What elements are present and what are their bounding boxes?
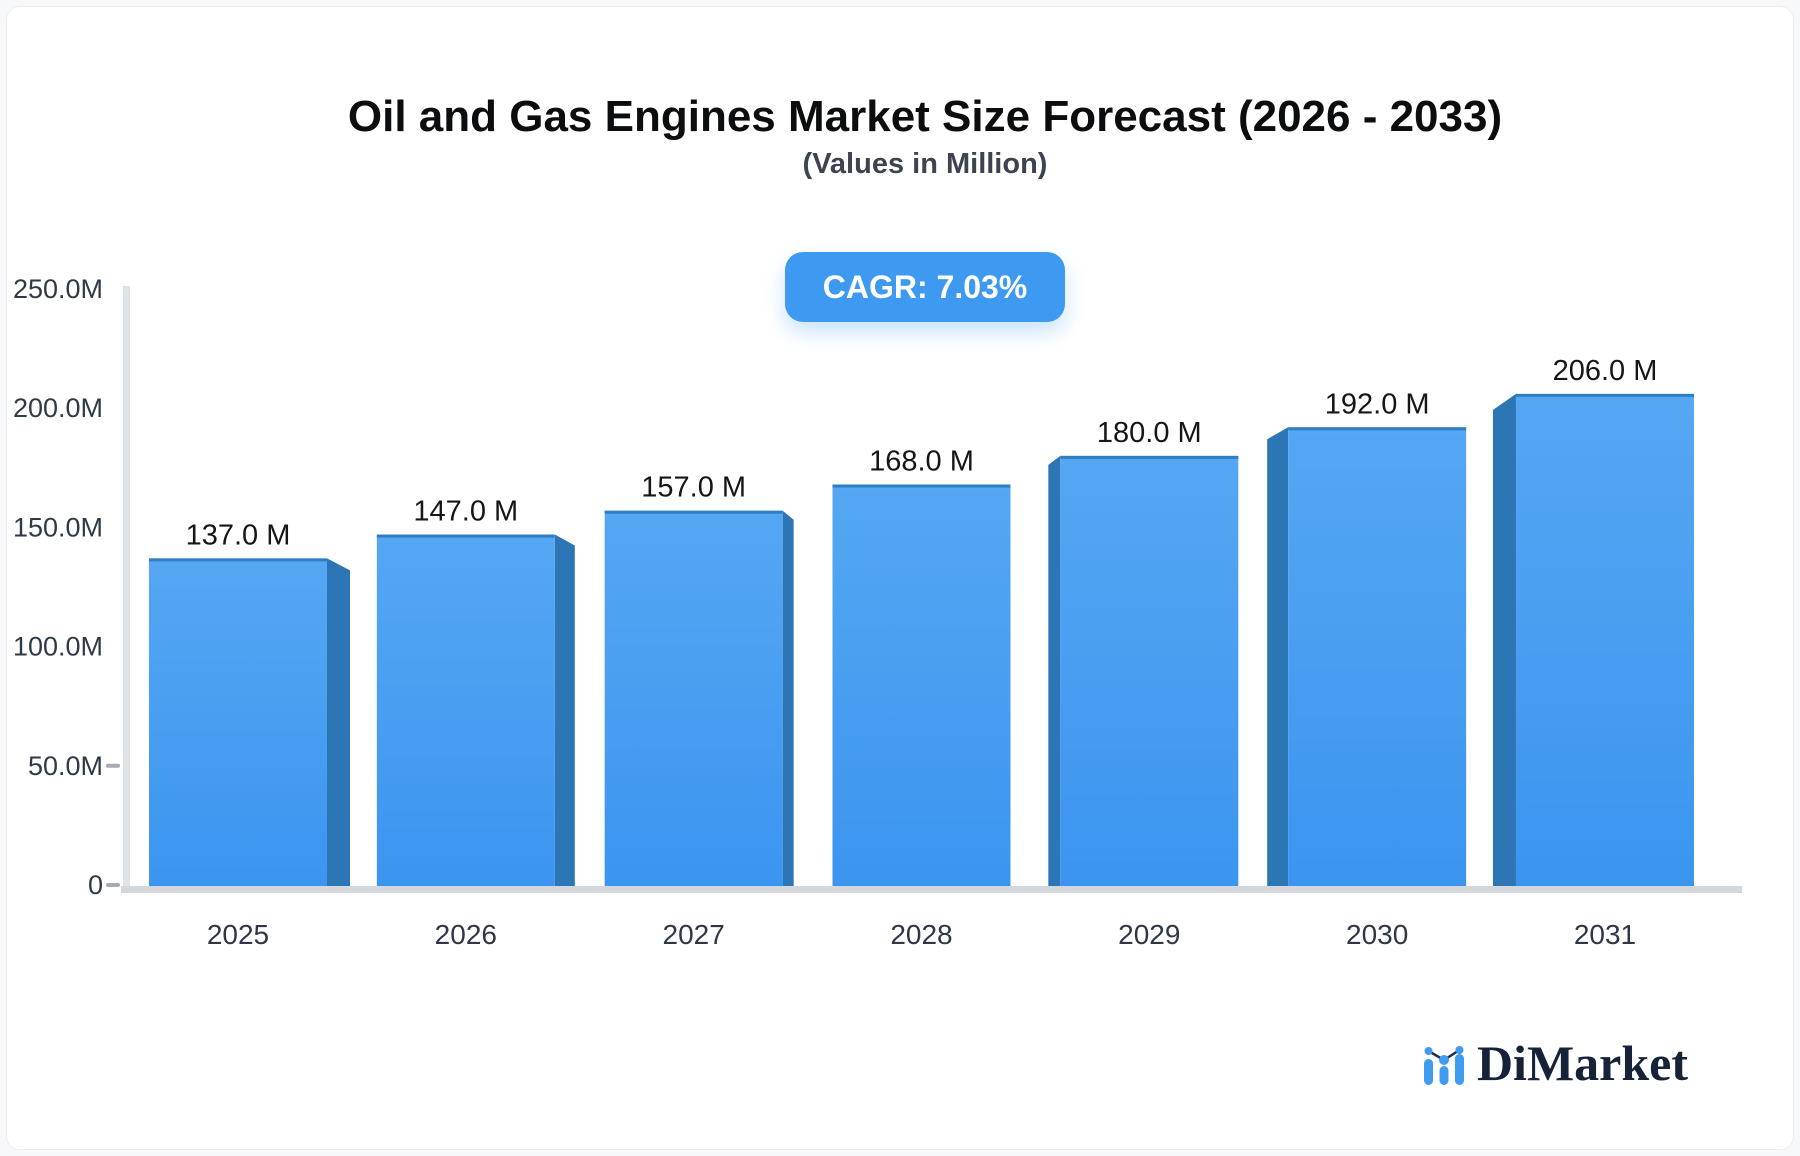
- bar-value-label-2030: 192.0 M: [1325, 388, 1430, 420]
- bar-value-label-2025: 137.0 M: [186, 519, 291, 551]
- bar-2028: [832, 484, 1011, 888]
- x-tick-label-2029: 2029: [1118, 919, 1180, 950]
- bar-side-2027: [782, 510, 794, 888]
- bar-top-edge-2030: [1288, 427, 1467, 431]
- bar-value-label-2029: 180.0 M: [1097, 417, 1202, 449]
- y-tick-label: 100.0M: [13, 632, 103, 662]
- brand-logo: DiMarket: [1423, 1035, 1688, 1091]
- x-tick-label-2030: 2030: [1346, 919, 1408, 950]
- chart-subtitle: (Values in Million): [802, 148, 1048, 180]
- bar-top-edge-2026: [376, 534, 555, 538]
- x-tick-label-2028: 2028: [890, 919, 952, 950]
- bar-top-edge-2029: [1060, 455, 1239, 459]
- x-axis-baseline: [121, 886, 1742, 893]
- bar-value-label-2028: 168.0 M: [869, 445, 974, 477]
- bar-side-2025: [327, 558, 350, 888]
- bar-chart-logo-icon: [1423, 1046, 1464, 1085]
- y-tick-mark: [106, 883, 120, 887]
- bar-top-edge-2025: [149, 558, 327, 562]
- bar-value-label-2031: 206.0 M: [1553, 355, 1658, 387]
- cagr-badge: CAGR: 7.03%: [784, 252, 1066, 322]
- chart-title: Oil and Gas Engines Market Size Forecast…: [347, 92, 1503, 141]
- bar-side-2029: [1048, 455, 1061, 888]
- cagr-badge-row: CAGR: 7.03%: [50, 252, 1800, 322]
- brand-name: DiMarket: [1476, 1035, 1688, 1091]
- bar-side-2026: [554, 534, 575, 888]
- x-tick-label-2031: 2031: [1574, 919, 1636, 950]
- bar-2031: [1515, 393, 1694, 888]
- y-tick-mark: [106, 763, 120, 768]
- bar-top-edge-2031: [1515, 393, 1694, 397]
- bar-2030: [1288, 427, 1467, 888]
- bar-side-2031: [1492, 393, 1516, 888]
- bar-value-label-2026: 147.0 M: [413, 496, 518, 528]
- bar-value-label-2027: 157.0 M: [641, 472, 746, 504]
- bar-2026: [376, 534, 555, 888]
- bar-2027: [604, 510, 783, 888]
- x-tick-label-2027: 2027: [663, 919, 725, 950]
- x-tick-label-2026: 2026: [435, 919, 497, 950]
- bar-top-edge-2027: [604, 510, 783, 514]
- bar-top-edge-2028: [832, 484, 1011, 488]
- y-tick-label: 50.0M: [28, 751, 103, 781]
- x-tick-label-2025: 2025: [207, 919, 269, 950]
- y-tick-label: 0: [88, 870, 103, 900]
- y-tick-label: 200.0M: [13, 393, 103, 423]
- bar-2029: [1060, 455, 1239, 888]
- y-axis-line: [123, 286, 130, 892]
- y-tick-label: 150.0M: [13, 512, 103, 542]
- bar-2025: [149, 558, 327, 888]
- bar-side-2030: [1267, 427, 1289, 888]
- y-tick-label: 250.0M: [13, 274, 103, 304]
